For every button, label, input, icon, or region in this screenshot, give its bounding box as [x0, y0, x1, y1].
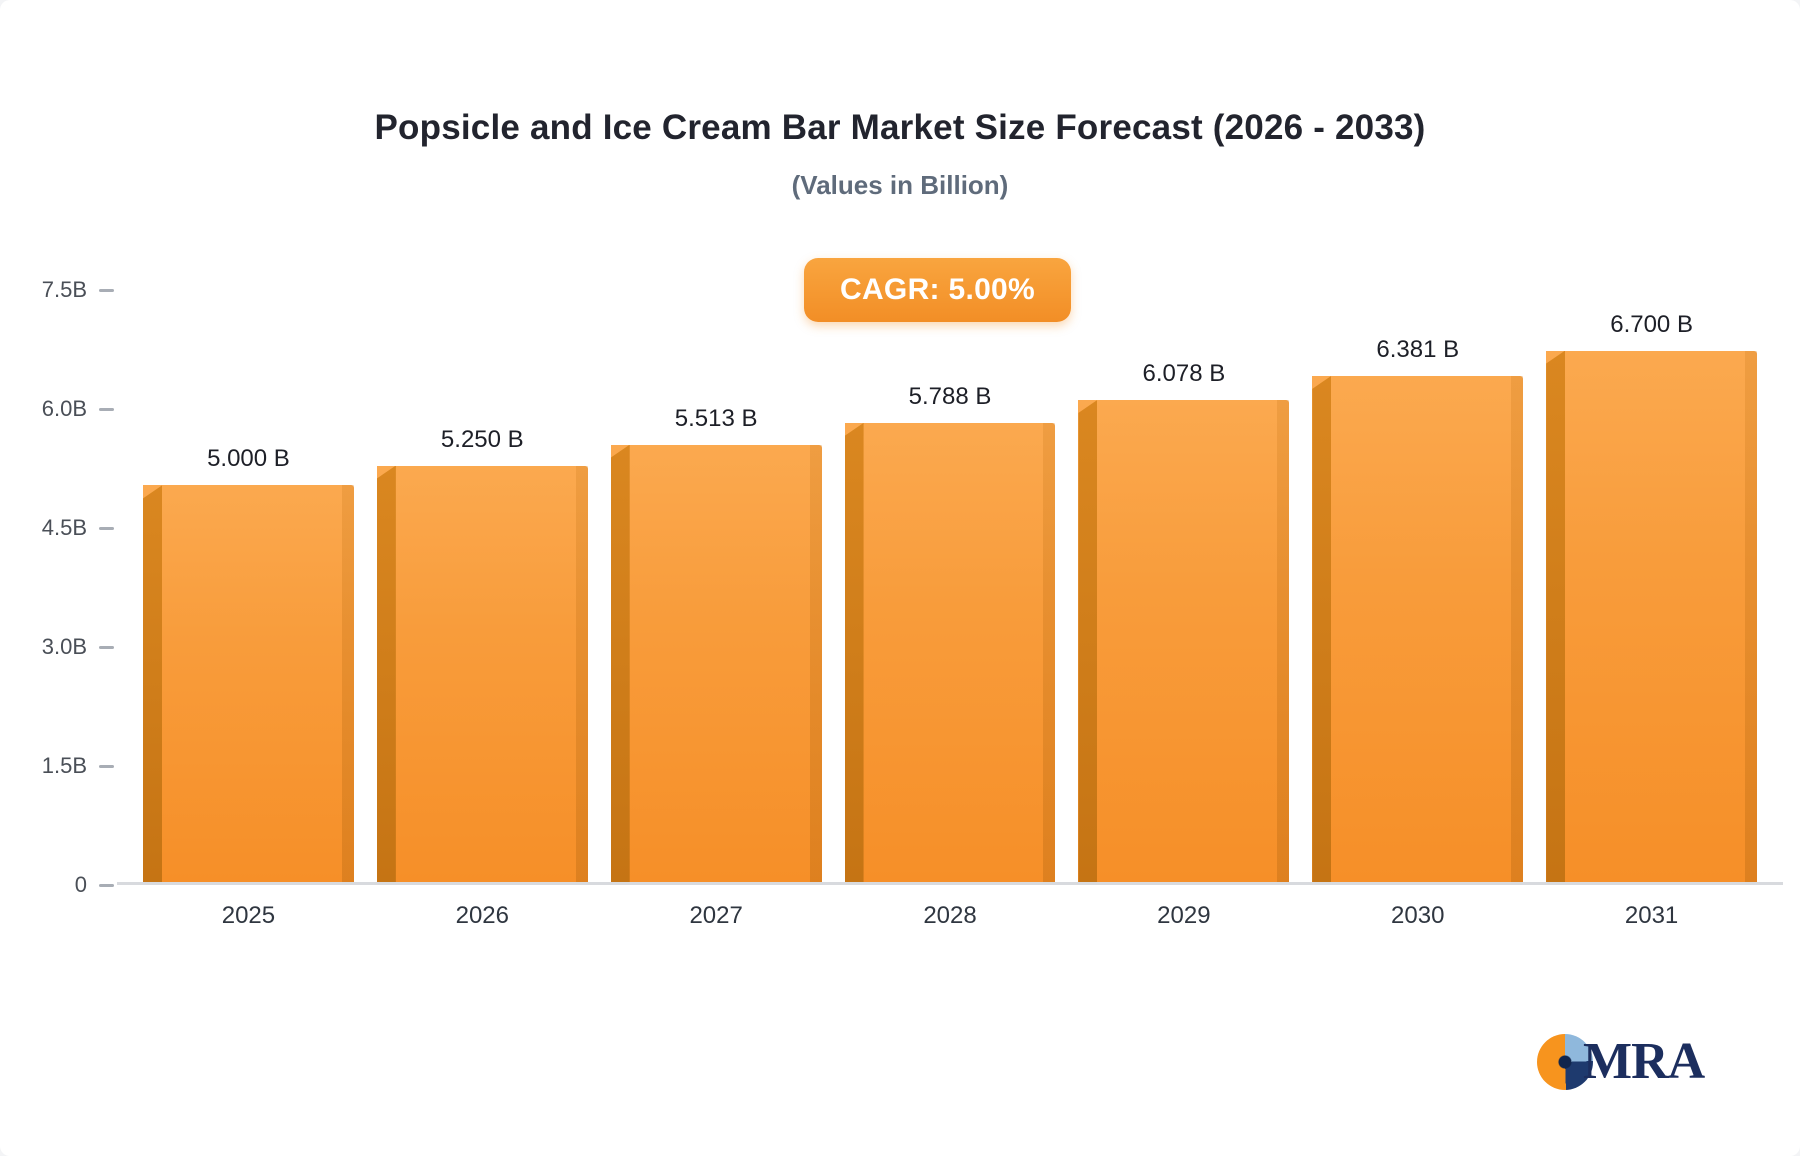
- x-axis: 2025 2026 2027 2028 2029 2030 2031: [117, 902, 1783, 930]
- bar-2029: 6.078 B: [1078, 360, 1290, 883]
- y-tick: 4.5B: [0, 515, 114, 541]
- bar-slot: 6.700 B: [1546, 311, 1758, 882]
- y-tick-mark: [99, 764, 114, 768]
- chart-title: Popsicle and Ice Cream Bar Market Size F…: [374, 108, 1426, 147]
- bar-value-label: 6.700 B: [1610, 310, 1693, 338]
- bar-value-label: 5.513 B: [674, 404, 758, 432]
- y-tick-label: 4.5B: [41, 515, 87, 540]
- y-tick: 0: [0, 872, 114, 898]
- bars-row: 5.000 B 5.250 B 5.513 B 5.788 B 6.078 B 6.381…: [117, 290, 1783, 883]
- bar-value-label: 6.078 B: [1142, 359, 1226, 387]
- y-tick-mark: [99, 883, 114, 887]
- bar-value-label: 5.788 B: [908, 382, 992, 410]
- y-tick: 7.5B: [0, 277, 114, 303]
- y-tick: 1.5B: [0, 753, 114, 779]
- bar-2027: 5.513 B: [610, 405, 822, 883]
- bar-value-label: 6.381 B: [1376, 335, 1460, 363]
- y-tick-mark: [99, 407, 114, 411]
- plot-area: 5.000 B 5.250 B 5.513 B 5.788 B 6.078 B 6.381…: [117, 290, 1783, 885]
- bar-slot: 5.250 B: [376, 426, 588, 882]
- y-tick-mark: [99, 526, 114, 530]
- chart-subtitle: (Values in Billion): [791, 170, 1009, 200]
- bar-slot: 6.078 B: [1078, 360, 1290, 883]
- logo: MRA: [1537, 1032, 1705, 1091]
- y-tick-mark: [99, 288, 114, 292]
- y-tick-label: 7.5B: [41, 277, 87, 302]
- y-tick-mark: [99, 645, 114, 649]
- x-axis-label: 2027: [689, 902, 743, 929]
- x-axis-label: 2028: [923, 902, 977, 929]
- bar-2025: 5.000 B: [143, 445, 354, 882]
- x-axis-label: 2031: [1624, 902, 1679, 929]
- x-axis-label: 2030: [1391, 902, 1445, 929]
- y-tick-label: 6.0B: [41, 396, 87, 421]
- cagr-badge-label: CAGR: 5.00%: [840, 273, 1036, 306]
- y-tick-label: 1.5B: [41, 753, 87, 778]
- bar-value-label: 5.000 B: [207, 445, 290, 473]
- x-axis-label: 2026: [455, 902, 509, 929]
- bar-slot: 5.000 B: [143, 445, 354, 882]
- cagr-badge: CAGR: 5.00%: [804, 258, 1072, 322]
- logo-text: MRA: [1583, 1033, 1705, 1090]
- x-axis-label: 2025: [221, 902, 276, 929]
- y-tick: 3.0B: [0, 634, 114, 660]
- y-axis: 7.5B 6.0B 4.5B 3.0B 1.5B 0: [0, 277, 114, 898]
- y-tick: 6.0B: [0, 396, 114, 422]
- bar-2030: 6.381 B: [1312, 336, 1524, 883]
- bar-2026: 5.250 B: [376, 426, 588, 882]
- bar-slot: 6.381 B: [1312, 336, 1524, 883]
- y-tick-label: 3.0B: [41, 634, 87, 659]
- bar-slot: 5.788 B: [844, 383, 1056, 883]
- x-axis-label: 2029: [1157, 902, 1211, 929]
- bar-slot: 5.513 B: [610, 405, 822, 883]
- y-tick-label: 0: [74, 872, 87, 897]
- bar-value-label: 5.250 B: [440, 425, 524, 453]
- logo-pie-icon: [1537, 1033, 1593, 1090]
- bar-2031: 6.700 B: [1546, 311, 1758, 882]
- bar-2028: 5.788 B: [844, 383, 1056, 883]
